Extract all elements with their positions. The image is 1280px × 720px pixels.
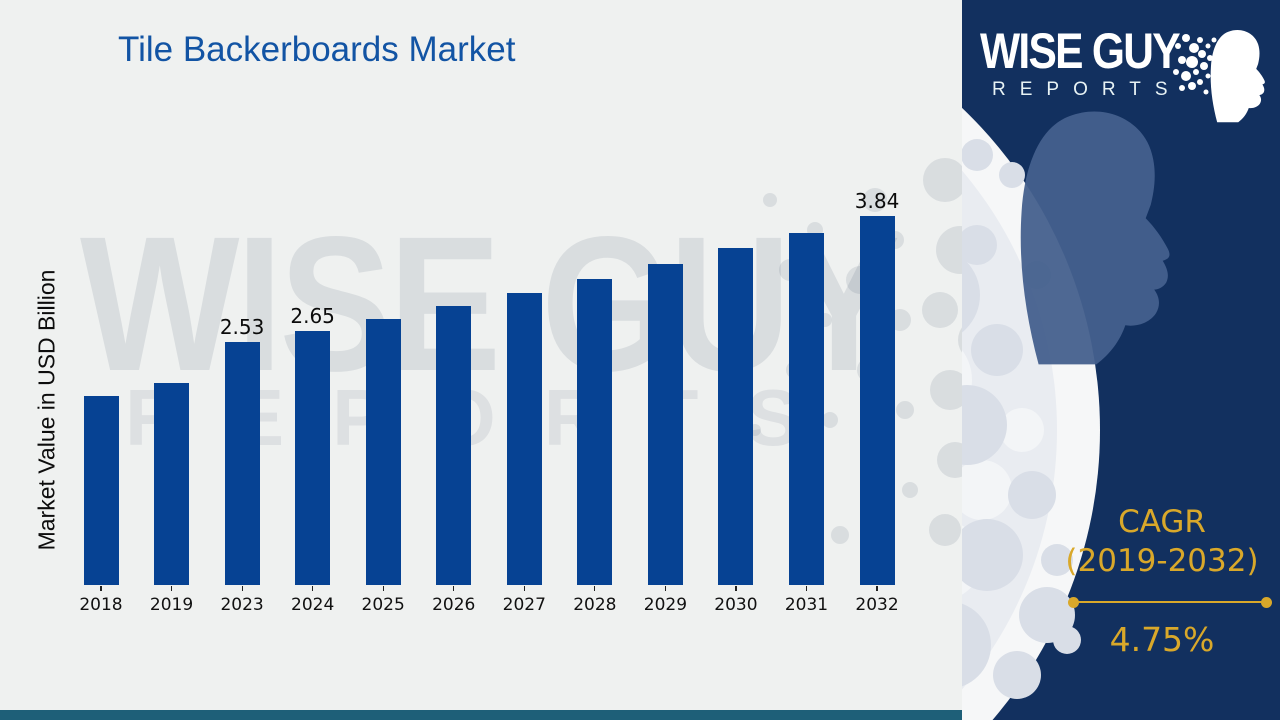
x-tick [382, 586, 384, 591]
x-tick [664, 586, 666, 591]
x-tick [805, 586, 808, 591]
x-tick-label: 2024 [291, 595, 335, 615]
x-tick-label: 2031 [784, 595, 829, 615]
watermark-wiseguy-text: WISE GUY [80, 196, 900, 411]
x-tick [453, 586, 455, 591]
x-tick [170, 586, 173, 591]
x-tick-label: 2028 [573, 595, 617, 615]
wiseguy-face-icon [1173, 29, 1265, 123]
panel-face-silhouette [1020, 111, 1170, 365]
x-tick-label: 2030 [714, 595, 758, 615]
x-tick-label: 2026 [432, 595, 476, 615]
brand-panel: WISE GUY REPORTS CAGR (2 [962, 0, 1280, 720]
x-tick-label: 2029 [643, 595, 688, 615]
x-tick-label: 2023 [220, 595, 264, 615]
y-axis-label: Market Value in USD Billion [33, 269, 60, 551]
cagr-value: 4.75% [1109, 619, 1215, 659]
bar-value-label: 2.65 [290, 303, 335, 328]
x-tick [312, 586, 314, 591]
x-tick-label: 2019 [149, 595, 194, 615]
bottom-accent-strip [0, 710, 962, 720]
bar-2025 [365, 319, 401, 585]
page-title: Tile Backerboards Market [118, 30, 516, 69]
x-tick [241, 586, 243, 591]
x-tick [594, 586, 596, 591]
x-tick [735, 586, 737, 591]
logo-reports-text: REPORTS [992, 79, 1182, 100]
bar-2032 [859, 216, 895, 585]
cagr-divider-dot-right [1261, 596, 1272, 608]
x-tick [523, 586, 525, 591]
x-tick [100, 586, 102, 591]
bar-2024 [295, 330, 331, 585]
x-tick-label: 2025 [361, 595, 405, 615]
x-tick [876, 586, 878, 591]
bar-2026 [436, 305, 472, 585]
bar-2028 [577, 278, 613, 585]
bar-2019 [154, 383, 190, 585]
cagr-block: CAGR (2019-2032) 4.75% [1052, 503, 1272, 659]
bar-2023 [224, 342, 260, 585]
bar-2029 [647, 264, 683, 585]
x-tick-label: 2032 [855, 595, 899, 615]
bar-2030 [718, 248, 754, 585]
panel-decoration [962, 107, 1170, 720]
bar-2018 [83, 395, 119, 585]
cagr-divider [1068, 596, 1272, 608]
cagr-divider-line [1075, 600, 1265, 603]
cagr-label: CAGR [1118, 504, 1206, 540]
bar-value-label: 3.84 [854, 189, 900, 214]
bar-2027 [506, 293, 542, 585]
bar-value-label: 2.53 [219, 315, 265, 340]
brand-logo: WISE GUY REPORTS [980, 23, 1272, 123]
cagr-divider-dot-left [1068, 596, 1079, 608]
bar-chart: Tile Backerboards Market Market Value in… [33, 30, 900, 615]
x-tick-label: 2018 [79, 595, 123, 615]
bar-2031 [789, 232, 824, 585]
cagr-period: (2019-2032) [1065, 542, 1259, 579]
logo-wiseguy-text: WISE GUY [980, 23, 1181, 79]
x-tick-label: 2027 [502, 595, 546, 615]
